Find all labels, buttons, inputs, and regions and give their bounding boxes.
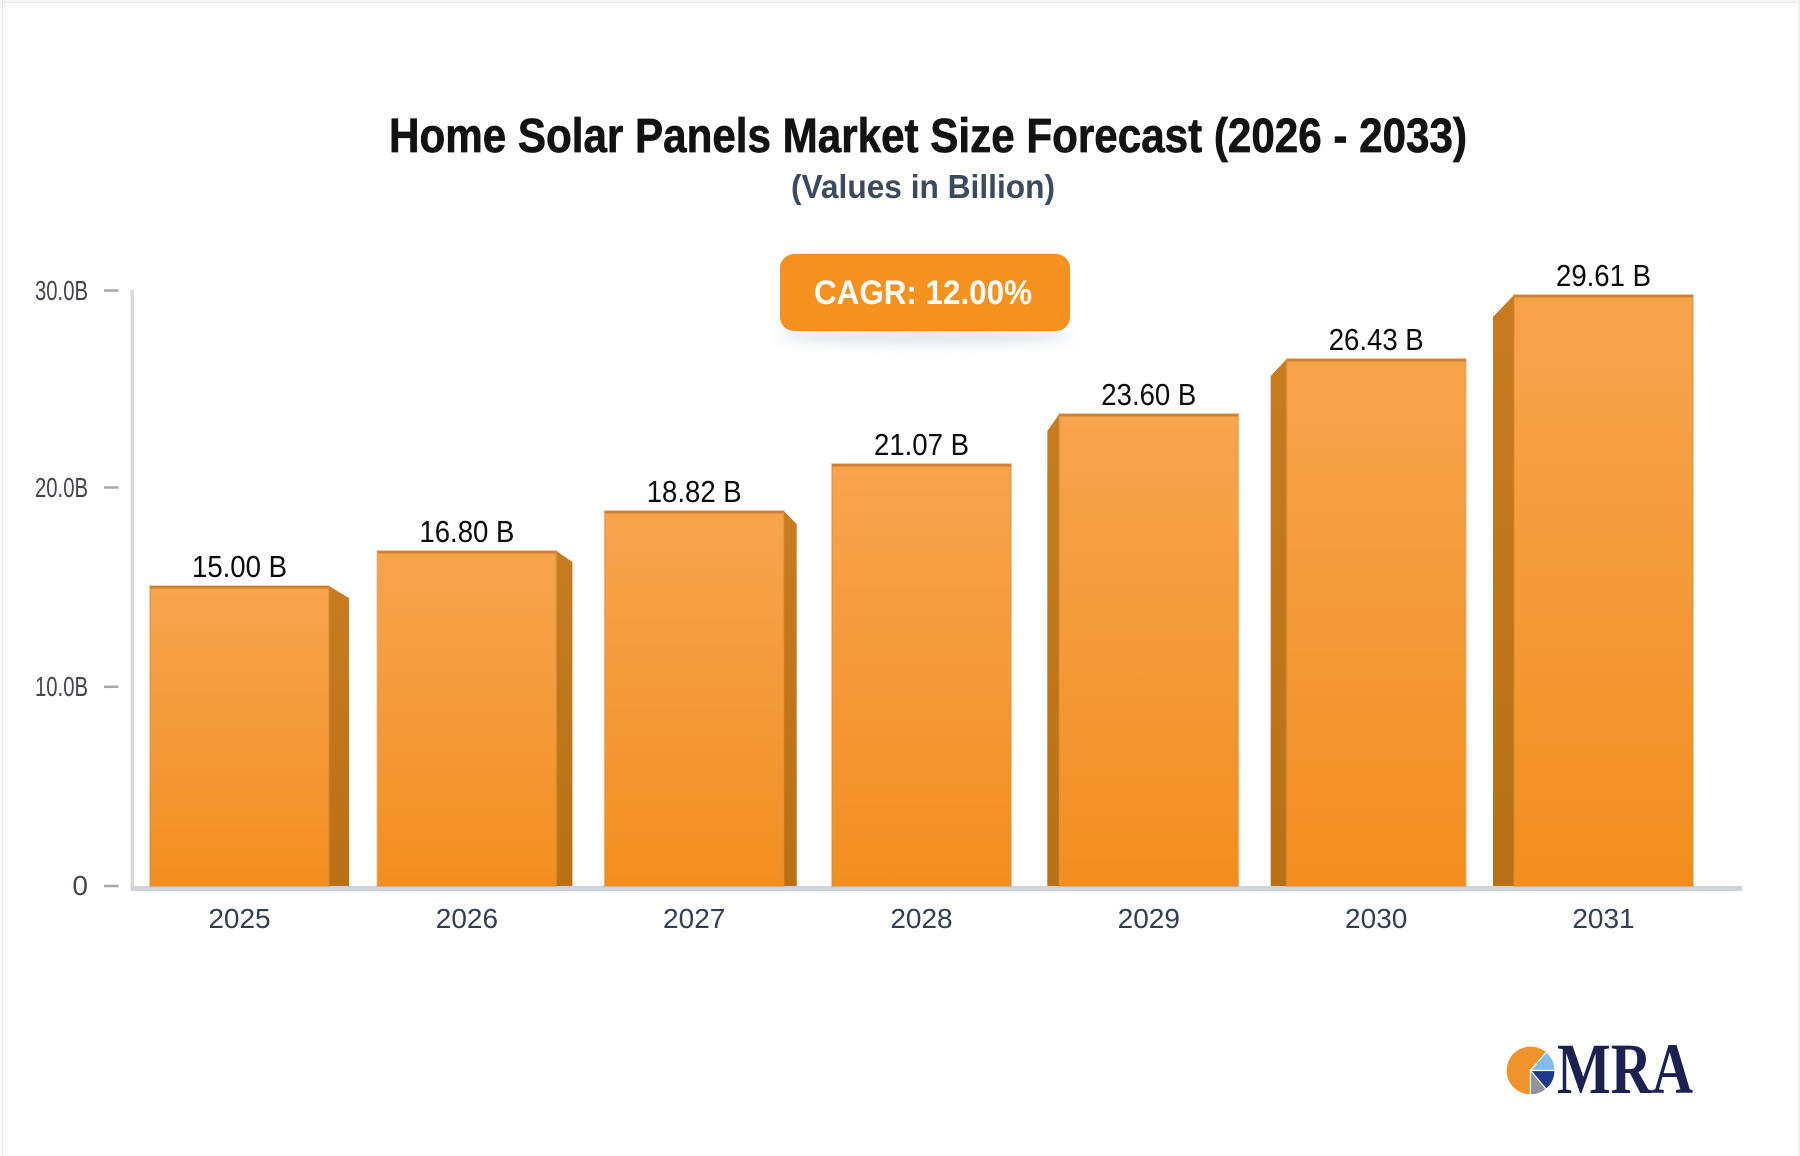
svg-text:10.0B: 10.0B <box>35 671 88 702</box>
svg-text:MRA: MRA <box>1557 1029 1693 1109</box>
svg-text:2027: 2027 <box>663 903 725 934</box>
svg-text:16.80 B: 16.80 B <box>419 514 514 549</box>
svg-text:2028: 2028 <box>890 903 952 934</box>
svg-text:2026: 2026 <box>436 903 498 934</box>
svg-text:0: 0 <box>72 870 88 901</box>
svg-text:2031: 2031 <box>1572 903 1634 934</box>
svg-text:2030: 2030 <box>1345 903 1407 934</box>
svg-text:15.00 B: 15.00 B <box>192 549 287 584</box>
svg-text:CAGR: 12.00%: CAGR: 12.00% <box>814 274 1032 312</box>
svg-text:2025: 2025 <box>208 903 270 934</box>
svg-text:(Values in Billion): (Values in Billion) <box>791 168 1055 205</box>
svg-text:26.43 B: 26.43 B <box>1329 322 1424 357</box>
svg-text:2029: 2029 <box>1118 903 1180 934</box>
svg-text:21.07 B: 21.07 B <box>874 427 969 462</box>
svg-text:Home Solar Panels Market Size: Home Solar Panels Market Size Forecast (… <box>389 110 1467 163</box>
svg-text:30.0B: 30.0B <box>35 275 88 306</box>
svg-text:29.61 B: 29.61 B <box>1556 258 1651 293</box>
svg-text:23.60 B: 23.60 B <box>1101 377 1196 412</box>
svg-text:20.0B: 20.0B <box>35 472 88 503</box>
svg-text:18.82 B: 18.82 B <box>647 474 742 509</box>
